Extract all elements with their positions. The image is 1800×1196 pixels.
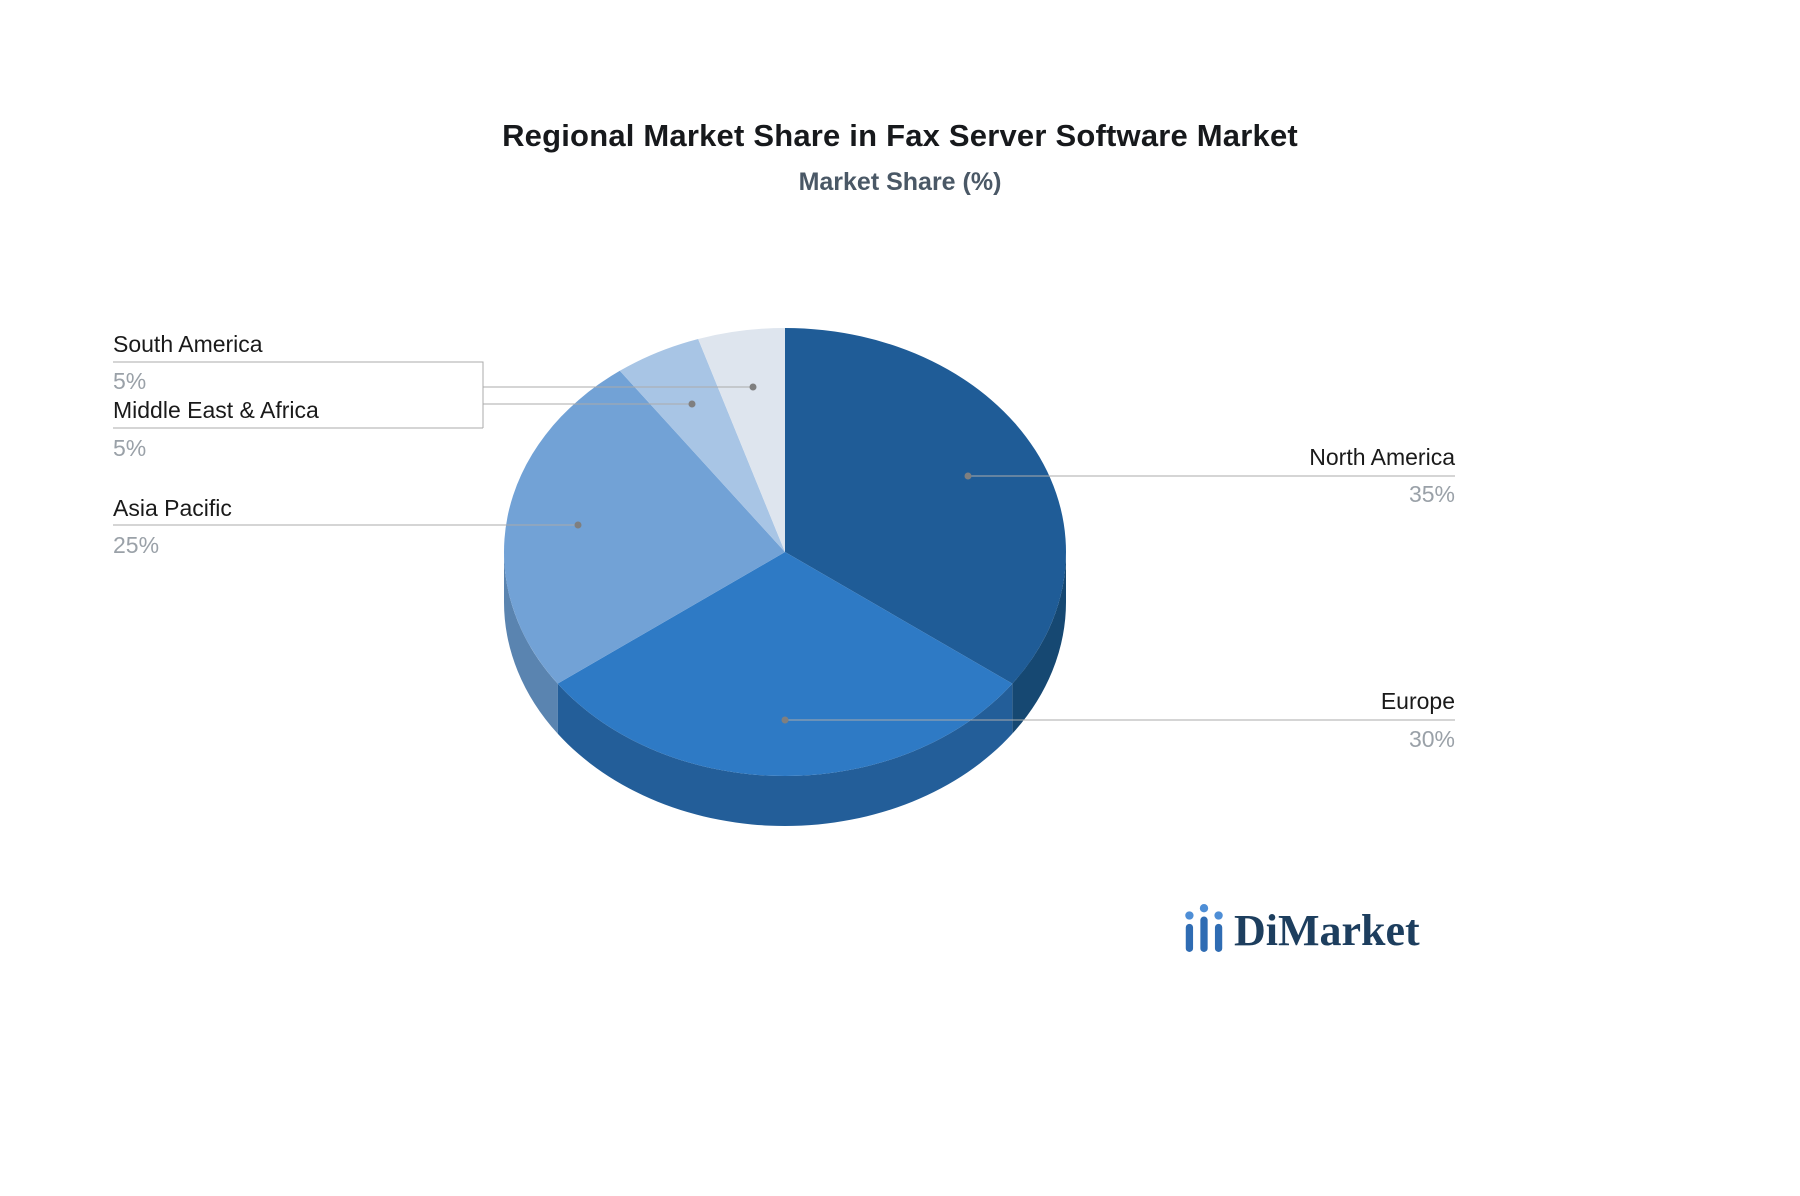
slice-label-europe: Europe [1381, 688, 1455, 714]
slice-label-north-america: North America [1309, 444, 1455, 470]
slice-value-north-america: 35% [1409, 481, 1455, 507]
callout-line-south-america [113, 361, 484, 428]
slice-label-middle-east-africa: Middle East & Africa [113, 397, 319, 423]
pie-slice-side-asia-pacific [504, 552, 558, 734]
callout-dot-south-america [749, 383, 757, 391]
slice-value-middle-east-africa: 5% [113, 435, 146, 461]
slice-value-europe: 30% [1409, 726, 1455, 752]
slice-value-asia-pacific: 25% [113, 532, 159, 558]
slice-label-south-america: South America [113, 331, 263, 357]
pie-slice-south-america[interactable] [698, 328, 785, 552]
callout-dot-europe [781, 716, 789, 724]
callout-dot-middle-east-africa [688, 400, 696, 408]
logo-bars-icon [1185, 904, 1223, 952]
callout-dot-asia-pacific [574, 521, 582, 529]
chart-subtitle: Market Share (%) [798, 168, 1002, 196]
callout-dot-north-america [964, 472, 972, 480]
chart-title: Regional Market Share in Fax Server Soft… [502, 118, 1298, 153]
brand-logo: DiMarket [1185, 903, 1420, 953]
pie-slice-asia-pacific[interactable] [504, 370, 785, 684]
pie-slice-side-north-america [1012, 552, 1066, 734]
pie-slice-middle-east-africa[interactable] [619, 338, 785, 552]
slice-label-asia-pacific: Asia Pacific [113, 495, 232, 521]
pie-slice-north-america[interactable] [785, 328, 1066, 684]
logo-text: DiMarket [1234, 906, 1420, 955]
pie-slice-side-europe [557, 683, 1013, 826]
slice-value-south-america: 5% [113, 368, 146, 394]
